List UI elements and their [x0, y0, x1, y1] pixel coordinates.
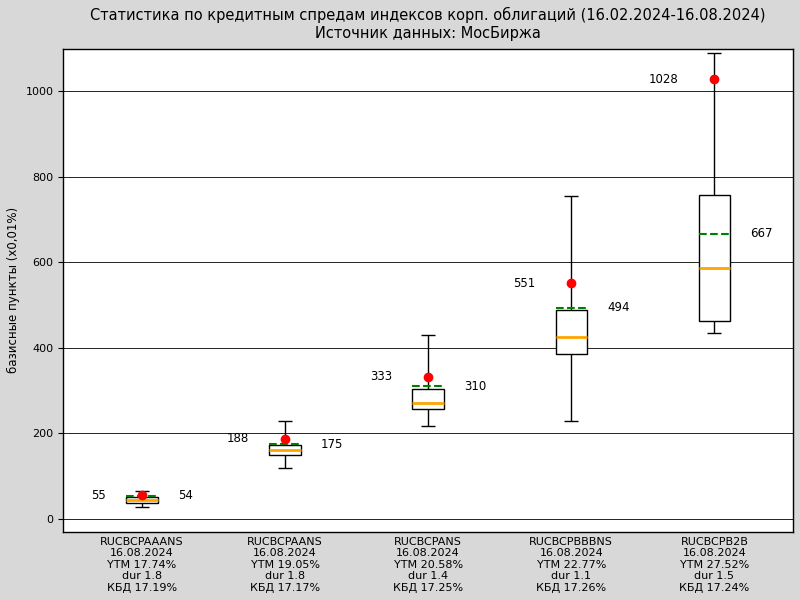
Bar [270, 445, 301, 455]
Text: 667: 667 [750, 227, 773, 240]
Text: 188: 188 [227, 432, 250, 445]
Text: 551: 551 [514, 277, 535, 290]
Title: Статистика по кредитным спредам индексов корп. облигаций (16.02.2024-16.08.2024): Статистика по кредитным спредам индексов… [90, 7, 766, 41]
Bar [126, 497, 158, 503]
Y-axis label: базисные пункты (х0,01%): базисные пункты (х0,01%) [7, 207, 20, 373]
Text: 55: 55 [91, 489, 106, 502]
Bar [555, 310, 587, 355]
Text: 175: 175 [321, 437, 343, 451]
Text: 494: 494 [607, 301, 630, 314]
Text: 1028: 1028 [649, 73, 678, 86]
Bar [413, 389, 444, 409]
Text: 54: 54 [178, 490, 193, 502]
Text: 333: 333 [370, 370, 393, 383]
Bar [698, 195, 730, 322]
Text: 310: 310 [464, 380, 486, 393]
